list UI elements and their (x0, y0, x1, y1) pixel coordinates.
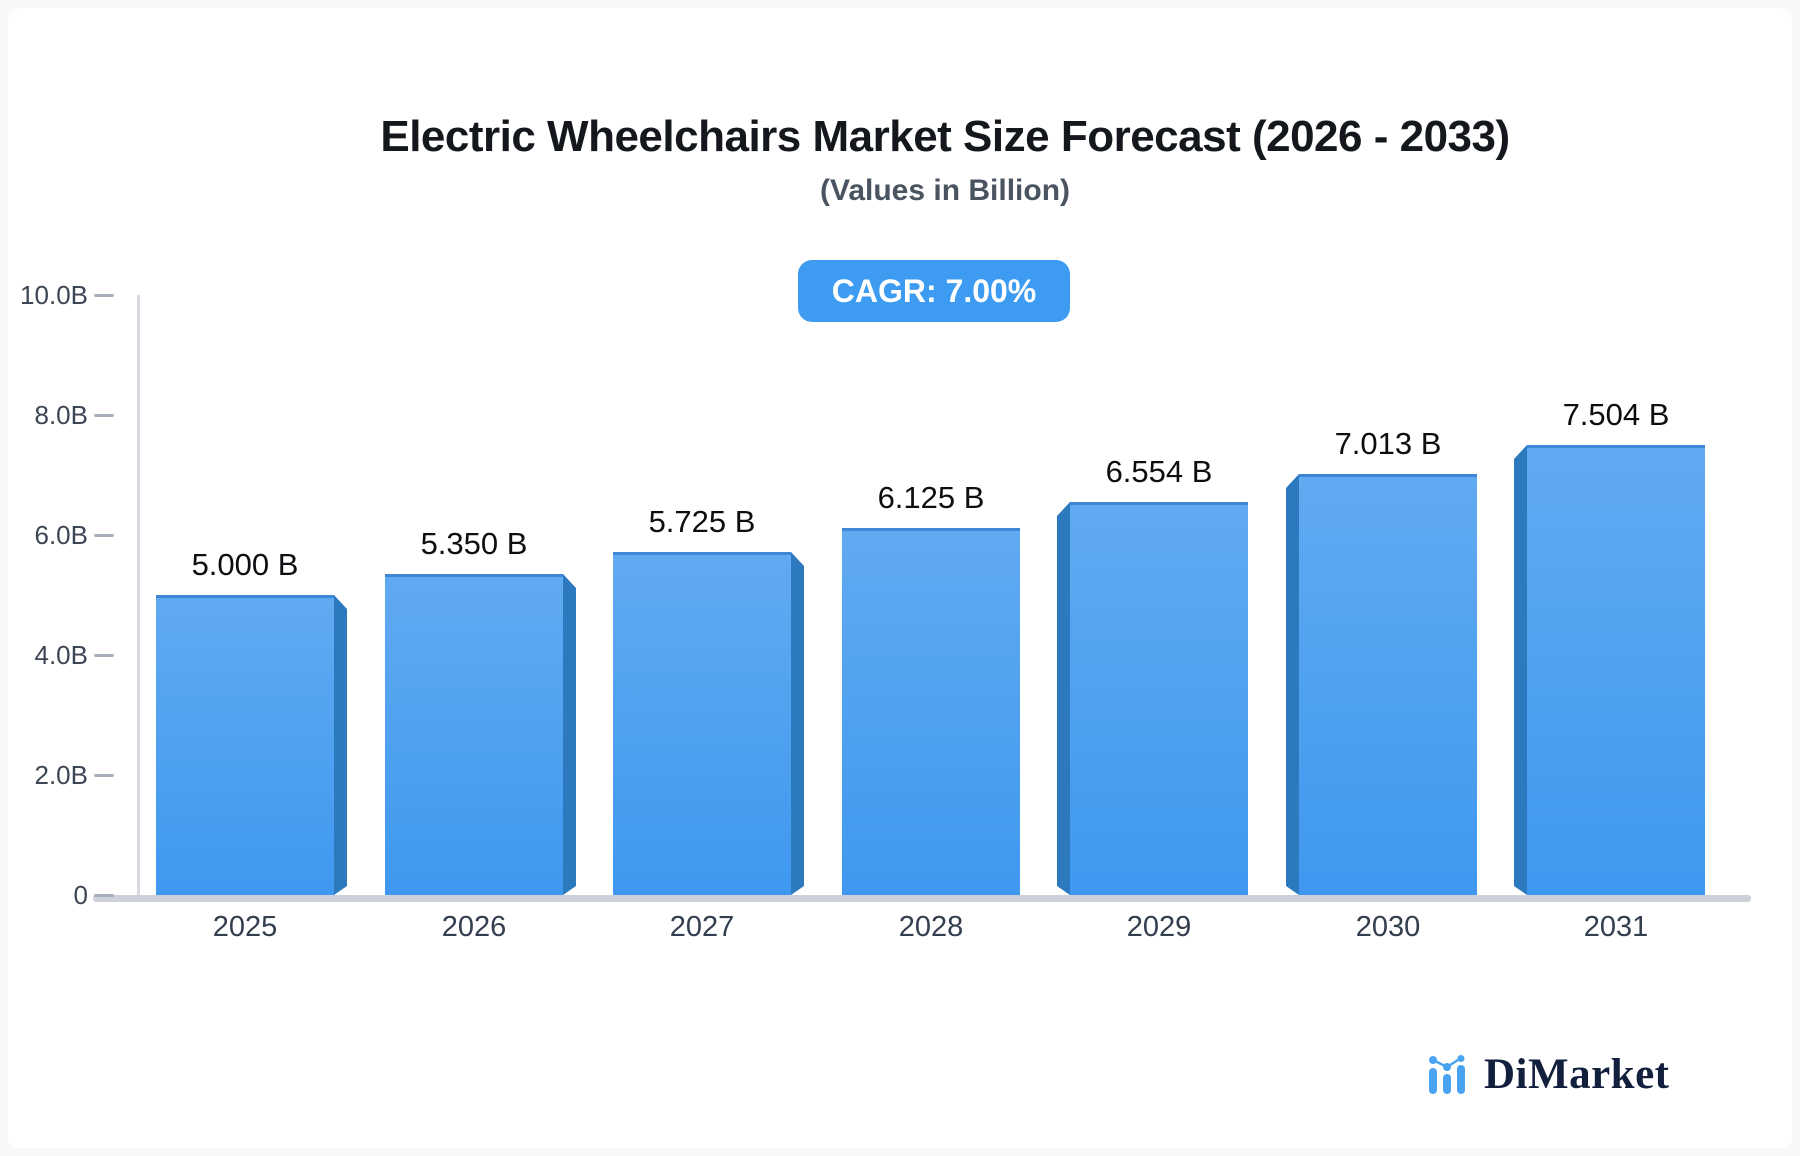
bar-2030[interactable] (1299, 474, 1477, 895)
bar-value-label: 5.000 B (191, 547, 299, 582)
x-axis-label-2028: 2028 (898, 911, 964, 943)
y-tick-label: 2.0B (34, 760, 89, 790)
bar-value-label: 5.350 B (420, 526, 528, 561)
cagr-badge: CAGR: 7.00% (798, 260, 1070, 322)
brand-logo: DiMarket (1428, 1051, 1670, 1099)
y-tick-mark (94, 414, 114, 417)
bar-3d-side-2029 (1057, 502, 1070, 895)
bar-2029[interactable] (1070, 502, 1248, 895)
x-axis-baseline (93, 895, 1751, 902)
y-tick-label: 6.0B (34, 520, 89, 550)
bar-2031[interactable] (1527, 445, 1705, 895)
bar-2025[interactable] (156, 595, 334, 895)
chart-card: Electric Wheelchairs Market Size Forecas… (8, 8, 1792, 1148)
bar-2026[interactable] (385, 574, 563, 895)
x-axis-label-2031: 2031 (1583, 911, 1649, 943)
bar-2027[interactable] (613, 552, 791, 895)
y-tick-label: 10.0B (20, 280, 88, 310)
x-axis-label-2030: 2030 (1355, 911, 1421, 943)
y-tick-mark (94, 654, 114, 657)
x-axis-label-2027: 2027 (669, 911, 735, 943)
y-tick-mark (94, 894, 114, 897)
chart-subtitle: (Values in Billion) (819, 174, 1071, 207)
x-axis-label-2029: 2029 (1126, 911, 1192, 943)
mini-bar-chart-logo-icon (1429, 1055, 1465, 1094)
bar-3d-side-2026 (563, 574, 576, 895)
brand-name: DiMarket (1484, 1051, 1670, 1098)
chart-title: Electric Wheelchairs Market Size Forecas… (380, 112, 1510, 161)
y-tick-label: 8.0B (34, 400, 89, 430)
bar-value-label: 6.554 B (1105, 454, 1213, 489)
y-tick-mark (94, 294, 114, 297)
bar-3d-side-2031 (1514, 445, 1527, 895)
x-axis-label-2025: 2025 (212, 911, 278, 943)
bar-3d-side-2025 (334, 595, 347, 895)
bar-value-label: 6.125 B (877, 480, 985, 515)
bar-value-label: 5.725 B (648, 504, 756, 539)
y-axis-line (137, 295, 140, 896)
y-tick-mark (94, 534, 114, 537)
bar-2028[interactable] (842, 528, 1020, 895)
bar-value-label: 7.504 B (1562, 397, 1670, 432)
y-tick-mark (94, 774, 114, 777)
y-tick-label: 0 (73, 880, 88, 910)
bar-3d-side-2030 (1286, 474, 1299, 895)
y-tick-label: 4.0B (34, 640, 89, 670)
bar-3d-side-2027 (791, 552, 804, 895)
bar-value-label: 7.013 B (1334, 426, 1442, 461)
x-axis-label-2026: 2026 (441, 911, 507, 943)
